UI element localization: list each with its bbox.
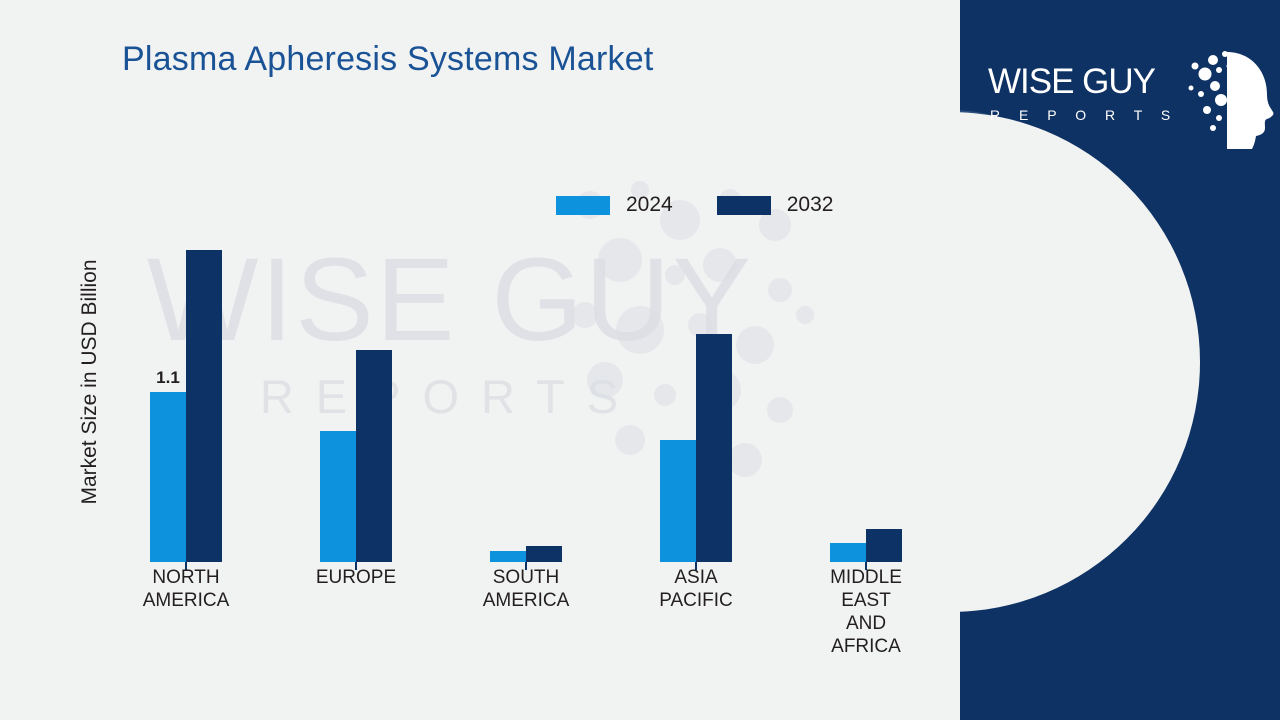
- axis-tick: [355, 562, 357, 570]
- bar-south-america-2024[interactable]: [490, 551, 526, 562]
- category-label-line: MIDDLE: [830, 567, 902, 588]
- category-label-middle-east-and-africa: MIDDLE EAST AND AFRICA: [766, 566, 960, 658]
- bar-north-america-2032[interactable]: [186, 250, 222, 562]
- legend-label-2024: 2024: [626, 193, 673, 216]
- bar-europe-2032[interactable]: [356, 350, 392, 562]
- legend-label-2032: 2032: [786, 193, 834, 216]
- category-label-line: PACIFIC: [659, 590, 733, 611]
- category-label-north-america: NORTH AMERICA: [86, 566, 286, 612]
- category-label-line: AND: [845, 613, 887, 634]
- bar-asia-pacific-2032[interactable]: [696, 334, 732, 562]
- category-label-line: SOUTH: [492, 567, 560, 588]
- bar-middle-east-and-africa-2032[interactable]: [866, 529, 902, 562]
- category-label-line: AMERICA: [482, 590, 570, 611]
- legend-swatch-2024: [556, 195, 610, 215]
- category-label-line: EUROPE: [315, 567, 397, 588]
- legend-item-2024[interactable]: 2024: [556, 193, 673, 217]
- chart-panel: WISE GUY REPORTS Plasma Ap: [78, 40, 960, 658]
- brand-panel: WISE GUY R E P O R T S: [960, 0, 1280, 720]
- bar-value-north-america-2024: 1.1: [156, 368, 180, 387]
- category-label-line: AMERICA: [142, 590, 230, 611]
- bar-middle-east-and-africa-2024[interactable]: [830, 543, 866, 562]
- axis-tick: [525, 562, 527, 570]
- bar-europe-2024[interactable]: [320, 431, 356, 562]
- category-label-line: EAST: [841, 590, 891, 611]
- category-label-south-america: SOUTH AMERICA: [426, 566, 626, 612]
- plot-area: 1.1 NORTH AMERICA EUROPE: [86, 250, 960, 658]
- axis-tick: [695, 562, 697, 570]
- axis-tick: [865, 562, 867, 570]
- logo: WISE GUY R E P O R T S: [978, 30, 1274, 149]
- legend: 2024 2032: [556, 193, 833, 217]
- category-label-line: NORTH: [152, 567, 220, 588]
- category-label-line: AFRICA: [831, 636, 901, 657]
- logo-wordmark: WISE GUY: [988, 62, 1156, 101]
- axis-tick: [185, 562, 187, 570]
- bar-asia-pacific-2024[interactable]: [660, 440, 696, 562]
- category-label-line: ASIA: [674, 567, 718, 588]
- logo-tagline: R E P O R T S: [990, 107, 1178, 123]
- legend-swatch-2032: [716, 195, 771, 215]
- bar-north-america-2024[interactable]: 1.1: [150, 368, 186, 562]
- page-title: Plasma Apheresis Systems Market: [122, 40, 654, 78]
- category-label-asia-pacific: ASIA PACIFIC: [596, 566, 796, 612]
- logo-head-icon: [1188, 51, 1274, 149]
- bar-south-america-2032[interactable]: [526, 546, 562, 562]
- category-label-europe: EUROPE: [256, 566, 456, 589]
- legend-item-2032[interactable]: 2032: [716, 193, 834, 217]
